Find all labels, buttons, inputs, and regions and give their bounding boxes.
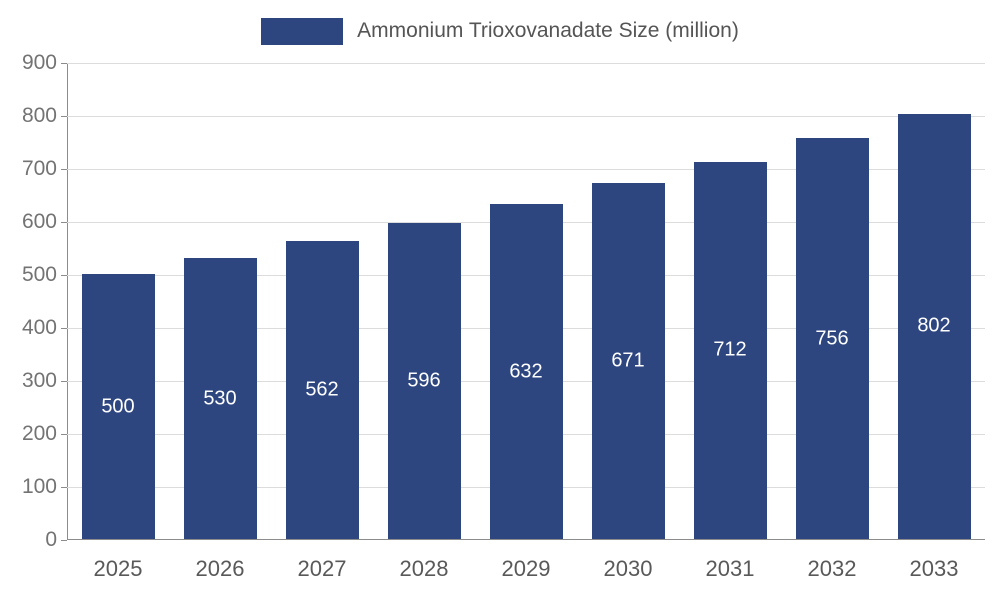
bar-2030: 671: [591, 183, 665, 539]
y-tick-label: 600: [21, 210, 57, 233]
y-tick-label: 800: [21, 104, 57, 127]
bar-2031: 712: [693, 161, 767, 539]
x-tick-label-2031: 2031: [705, 556, 755, 581]
y-tick-mark: [61, 63, 67, 64]
x-tick-label-2029: 2029: [501, 556, 551, 581]
y-tick-label: 500: [21, 263, 57, 286]
bar-value-label: 500: [101, 395, 135, 417]
gridline-700: [67, 169, 985, 170]
bar-value-label: 562: [305, 378, 339, 401]
legend-label: Ammonium Trioxovanadate Size (million): [357, 19, 739, 42]
y-tick-label: 0: [45, 528, 57, 551]
bar-2025: 500: [81, 274, 155, 539]
legend-swatch: [261, 17, 344, 45]
y-tick-mark: [61, 275, 67, 276]
y-tick-mark: [61, 222, 67, 223]
y-tick-mark: [61, 116, 67, 117]
y-tick-label: 900: [21, 51, 57, 74]
y-tick-mark: [61, 169, 67, 170]
bar-2026: 530: [183, 258, 257, 539]
x-tick-label-2026: 2026: [195, 556, 245, 581]
gridline-800: [67, 116, 985, 117]
y-tick-label: 700: [21, 157, 57, 180]
bar-value-label: 632: [509, 360, 543, 383]
x-tick-label-2033: 2033: [909, 556, 959, 581]
y-axis-line: [67, 63, 68, 540]
bar-2027: 562: [285, 241, 359, 539]
plot-area: 0 100 200 300 400 500 600 700 800 900 500 2025 530 20…: [22, 51, 985, 581]
x-tick-label-2032: 2032: [807, 556, 857, 581]
y-tick-label: 200: [21, 422, 57, 445]
legend: Ammonium Trioxovanadate Size (million): [0, 16, 1000, 46]
y-tick-label: 400: [21, 316, 57, 339]
bar-2032: 756: [795, 138, 869, 539]
x-tick-label-2030: 2030: [603, 556, 653, 581]
x-tick-label-2028: 2028: [399, 556, 449, 581]
gridline-900: [67, 63, 985, 64]
bar-value-label: 756: [815, 327, 849, 350]
y-tick-mark: [61, 381, 67, 382]
bar-value-label: 530: [203, 387, 237, 410]
bar-value-label: 671: [611, 349, 645, 372]
x-axis-line: [67, 539, 985, 540]
x-tick-label-2027: 2027: [297, 556, 347, 581]
bar-2033: 802: [897, 113, 971, 539]
y-tick-label: 300: [21, 369, 57, 392]
bar-value-label: 712: [713, 338, 747, 361]
y-tick-mark: [61, 487, 67, 488]
y-tick-mark: [61, 540, 67, 541]
y-tick-label: 100: [21, 475, 57, 498]
bar-2028: 596: [387, 223, 461, 539]
x-tick-label-2025: 2025: [93, 556, 143, 581]
bar-value-label: 802: [917, 314, 951, 337]
y-tick-mark: [61, 328, 67, 329]
bar-value-label: 596: [407, 369, 441, 392]
bar-2029: 632: [489, 204, 563, 539]
y-tick-mark: [61, 434, 67, 435]
